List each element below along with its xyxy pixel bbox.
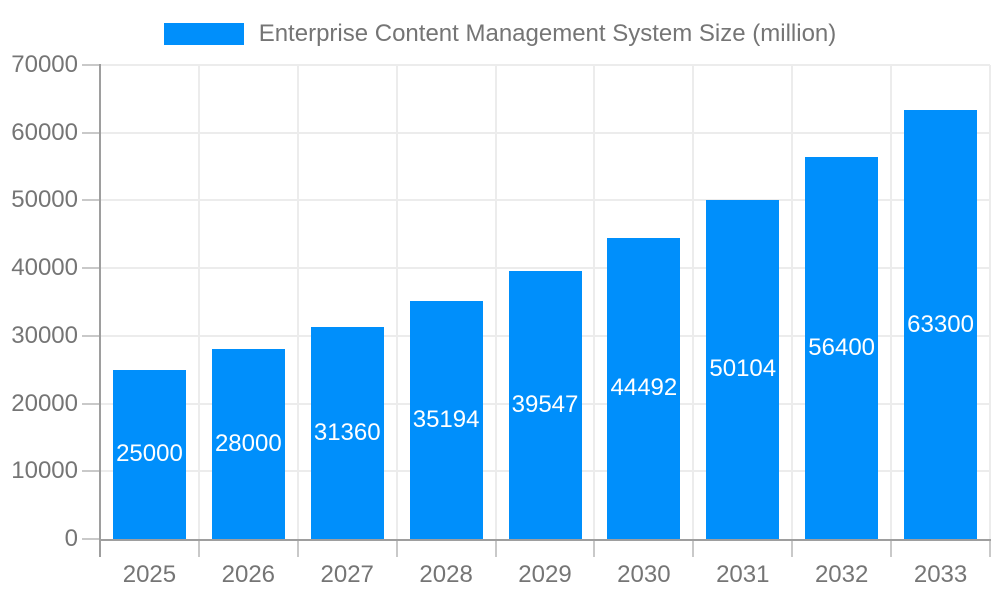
bar-value-label: 28000 <box>214 430 282 458</box>
legend-swatch <box>163 23 244 45</box>
v-gridline <box>791 65 794 539</box>
v-gridline <box>692 65 695 539</box>
v-gridline <box>395 65 398 539</box>
x-axis-line <box>99 539 991 541</box>
y-axis-tick <box>82 131 100 134</box>
x-tick-label: 2028 <box>419 561 473 588</box>
bar-value-label: 31360 <box>313 418 381 446</box>
x-tick-label: 2031 <box>716 561 770 588</box>
bar-2032 <box>805 157 879 539</box>
bar-2025 <box>112 369 186 539</box>
y-tick-label: 10000 <box>11 457 78 485</box>
x-tick-label: 2027 <box>320 561 374 588</box>
bar-value-label: 35194 <box>412 405 480 433</box>
bar-value-label: 56400 <box>808 334 876 362</box>
v-gridline <box>593 65 596 539</box>
y-axis-tick <box>82 267 100 270</box>
y-tick-label: 40000 <box>11 254 78 282</box>
x-tick-label: 2032 <box>814 561 869 588</box>
y-tick-label: 0 <box>64 525 78 552</box>
bar-value-label: 50104 <box>709 355 777 383</box>
v-gridline <box>296 65 299 539</box>
x-axis-tick <box>296 540 299 557</box>
bar-value-label: 44492 <box>610 374 678 402</box>
y-tick-label: 70000 <box>11 51 78 78</box>
y-axis-tick <box>82 470 100 473</box>
x-tick-label: 2033 <box>913 561 968 588</box>
y-axis-tick <box>82 402 100 405</box>
x-axis-tick <box>989 540 991 557</box>
v-gridline <box>494 65 497 539</box>
h-gridline <box>100 267 990 270</box>
y-tick-label: 20000 <box>11 389 78 417</box>
bar-value-label: 39547 <box>511 391 579 419</box>
x-tick-label: 2026 <box>221 561 276 588</box>
x-axis-tick <box>395 540 398 557</box>
y-axis-tick <box>82 334 100 337</box>
v-gridline <box>197 65 200 539</box>
x-axis-tick <box>890 540 893 557</box>
y-axis-tick <box>82 199 100 202</box>
h-gridline <box>100 199 990 202</box>
bar-value-label: 25000 <box>116 440 183 468</box>
bar-2031 <box>706 199 780 539</box>
y-axis-tick <box>82 64 100 66</box>
y-tick-label: 30000 <box>11 321 78 349</box>
x-axis-tick <box>791 540 794 557</box>
v-gridline <box>989 65 991 539</box>
bar-value-label: 63300 <box>907 310 974 338</box>
x-tick-label: 2025 <box>122 561 177 588</box>
h-gridline <box>100 131 990 134</box>
x-axis-tick <box>197 540 200 557</box>
y-axis-line <box>99 64 101 557</box>
legend-label: Enterprise Content Management System Siz… <box>258 20 837 47</box>
bar-2026 <box>211 349 285 539</box>
h-gridline <box>100 64 990 66</box>
x-axis-tick <box>494 540 497 557</box>
y-axis-tick <box>82 538 100 540</box>
y-tick-label: 60000 <box>11 118 78 146</box>
bar-2030 <box>607 237 681 539</box>
bar-2028 <box>409 300 483 539</box>
v-gridline <box>890 65 893 539</box>
y-tick-label: 50000 <box>11 186 78 214</box>
x-axis-tick <box>593 540 596 557</box>
bar-2033 <box>904 110 978 539</box>
x-tick-label: 2029 <box>518 561 572 588</box>
legend: Enterprise Content Management System Siz… <box>0 20 1000 48</box>
bar-2029 <box>508 271 582 539</box>
bar-2027 <box>310 326 384 539</box>
x-tick-label: 2030 <box>617 561 671 588</box>
x-axis-tick <box>692 540 695 557</box>
